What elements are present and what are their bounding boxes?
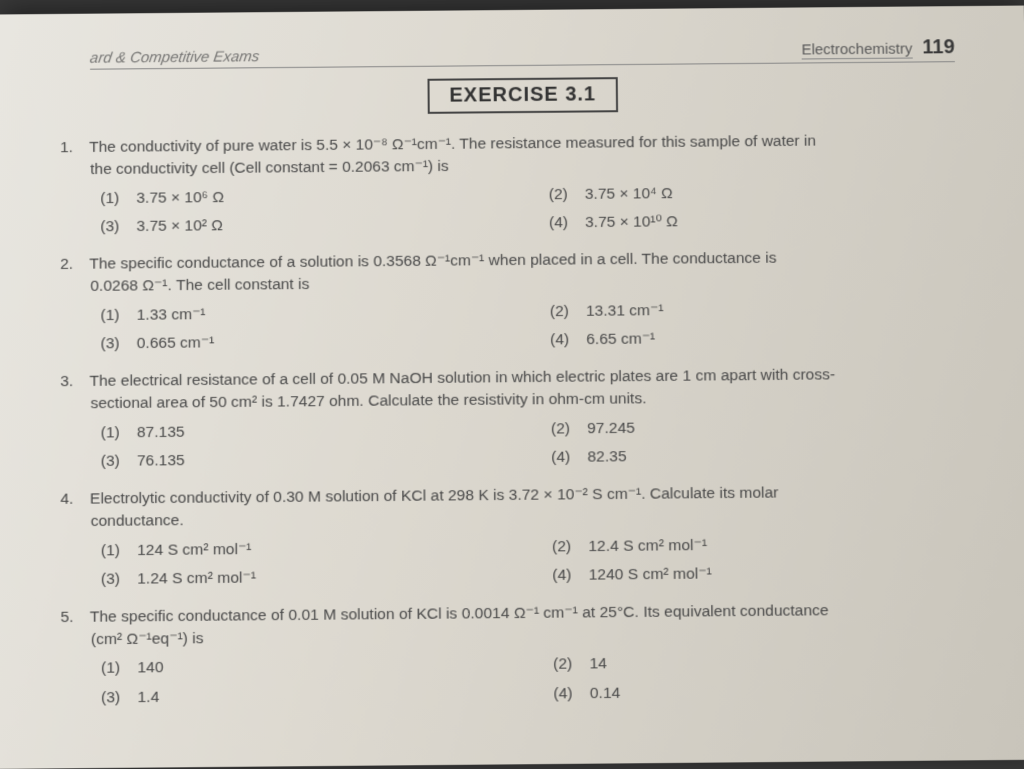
question-number: 3. xyxy=(60,370,85,393)
question-stem: 1. The conductivity of pure water is 5.5… xyxy=(65,129,957,182)
option: (2) 3.75 × 10⁴ Ω xyxy=(549,180,958,206)
option-num: (3) xyxy=(101,568,129,591)
options: (1) 140 (2) 14 (3) 1.4 (4) 0.14 xyxy=(101,650,965,710)
option-text: 3.75 × 10¹⁰ Ω xyxy=(585,212,678,235)
stem-line: sectional area of 50 cm² is 1.7427 ohm. … xyxy=(91,390,647,412)
question-number: 4. xyxy=(60,488,85,511)
option-num: (2) xyxy=(552,535,580,558)
option: (3) 3.75 × 10² Ω xyxy=(100,213,509,239)
option: (4) 6.65 cm⁻¹ xyxy=(550,326,960,352)
option-num: (2) xyxy=(549,184,577,207)
question-4: 4. Electrolytic conductivity of 0.30 M s… xyxy=(91,480,964,591)
question-1: 1. The conductivity of pure water is 5.5… xyxy=(90,129,958,239)
option: (1) 124 S cm² mol⁻¹ xyxy=(101,536,512,562)
stem-line: The conductivity of pure water is 5.5 × … xyxy=(89,133,816,156)
option-text: 1.33 cm⁻¹ xyxy=(137,304,206,327)
option-text: 87.135 xyxy=(137,421,185,444)
option: (2) 97.245 xyxy=(551,414,961,440)
option-text: 97.245 xyxy=(587,417,635,440)
option-num: (2) xyxy=(550,301,578,324)
option-text: 13.31 cm⁻¹ xyxy=(586,300,664,323)
stem-line: The specific conductance of a solution i… xyxy=(89,249,776,272)
option-text: 3.75 × 10² Ω xyxy=(136,216,223,239)
option-num: (3) xyxy=(100,216,128,239)
stem-line: Electrolytic conductivity of 0.30 M solu… xyxy=(90,484,779,507)
stem-line: (cm² Ω⁻¹eq⁻¹) is xyxy=(91,630,204,648)
option-num: (1) xyxy=(101,422,129,445)
option: (4) 82.35 xyxy=(551,443,961,469)
options: (1) 87.135 (2) 97.245 (3) 76.135 (4) 82.35 xyxy=(101,414,962,473)
option: (3) 1.24 S cm² mol⁻¹ xyxy=(101,565,512,592)
option-text: 0.665 cm⁻¹ xyxy=(137,332,215,355)
option-num: (3) xyxy=(100,333,128,356)
option: (3) 76.135 xyxy=(101,447,511,473)
option-num: (4) xyxy=(552,564,580,587)
option-text: 140 xyxy=(137,657,163,680)
option-num: (1) xyxy=(101,539,129,562)
chapter-name: Electrochemistry xyxy=(801,41,912,60)
option-text: 0.14 xyxy=(590,682,621,705)
option-text: 14 xyxy=(589,653,607,676)
option-text: 12.4 S cm² mol⁻¹ xyxy=(588,534,707,558)
option-num: (3) xyxy=(101,687,129,710)
option-num: (2) xyxy=(551,418,579,441)
options: (1) 124 S cm² mol⁻¹ (2) 12.4 S cm² mol⁻¹ (… xyxy=(101,532,964,591)
option: (1) 1.33 cm⁻¹ xyxy=(100,301,509,327)
question-stem: 2. The specific conductance of a solutio… xyxy=(65,246,958,299)
stem-line: conductance. xyxy=(91,512,184,530)
option: (4) 0.14 xyxy=(553,679,965,706)
question-stem: 3. The electrical resistance of a cell o… xyxy=(65,363,960,416)
stem-line: The electrical resistance of a cell of 0… xyxy=(90,366,836,390)
exercise-title: EXERCISE 3.1 xyxy=(427,77,618,114)
option-text: 3.75 × 10⁶ Ω xyxy=(136,187,224,210)
question-3: 3. The electrical resistance of a cell o… xyxy=(90,363,961,474)
stem-line: the conductivity cell (Cell constant = 0… xyxy=(90,158,449,178)
textbook-page: ard & Competitive Exams Electrochemistry… xyxy=(0,6,1024,769)
option: (2) 12.4 S cm² mol⁻¹ xyxy=(552,532,963,558)
option-text: 6.65 cm⁻¹ xyxy=(586,329,655,352)
options: (1) 3.75 × 10⁶ Ω (2) 3.75 × 10⁴ Ω (3) 3.75 … xyxy=(100,180,957,239)
option: (1) 87.135 xyxy=(101,418,511,444)
option-num: (1) xyxy=(101,658,129,681)
question-2: 2. The specific conductance of a solutio… xyxy=(90,246,959,356)
stem-line: 0.0268 Ω⁻¹. The cell constant is xyxy=(90,276,309,295)
option: (1) 3.75 × 10⁶ Ω xyxy=(100,184,508,210)
option-num: (3) xyxy=(101,451,129,474)
option-num: (1) xyxy=(100,304,128,327)
option-num: (4) xyxy=(549,212,577,235)
question-number: 1. xyxy=(60,137,85,160)
option: (2) 13.31 cm⁻¹ xyxy=(550,297,959,323)
option-num: (4) xyxy=(553,683,582,706)
question-number: 5. xyxy=(60,606,85,629)
option: (2) 14 xyxy=(553,650,965,677)
option-num: (4) xyxy=(550,329,578,352)
option-text: 1240 S cm² mol⁻¹ xyxy=(589,563,712,587)
option: (3) 1.4 xyxy=(101,683,513,710)
option-text: 124 S cm² mol⁻¹ xyxy=(137,538,251,562)
header-right: Electrochemistry 119 xyxy=(801,36,955,60)
option-num: (4) xyxy=(551,447,579,470)
option-text: 76.135 xyxy=(137,450,185,473)
question-5: 5. The specific conductance of 0.01 M so… xyxy=(91,598,966,710)
option: (1) 140 xyxy=(101,654,513,681)
option-text: 82.35 xyxy=(587,446,626,469)
option-num: (1) xyxy=(100,188,128,211)
option-text: 1.4 xyxy=(137,686,159,709)
header-left: ard & Competitive Exams xyxy=(89,48,261,67)
option: (4) 1240 S cm² mol⁻¹ xyxy=(552,561,963,588)
stem-line: The specific conductance of 0.01 M solut… xyxy=(90,601,829,625)
options: (1) 1.33 cm⁻¹ (2) 13.31 cm⁻¹ (3) 0.665 cm⁻¹… xyxy=(100,297,959,356)
page-header: ard & Competitive Exams Electrochemistry… xyxy=(90,36,955,70)
question-number: 2. xyxy=(60,253,85,276)
option-num: (2) xyxy=(553,654,582,677)
option-text: 1.24 S cm² mol⁻¹ xyxy=(137,567,256,591)
option: (3) 0.665 cm⁻¹ xyxy=(100,330,509,356)
exercise-title-wrap: EXERCISE 3.1 xyxy=(90,74,956,117)
option-text: 3.75 × 10⁴ Ω xyxy=(585,183,673,206)
page-number: 119 xyxy=(922,36,955,59)
option: (4) 3.75 × 10¹⁰ Ω xyxy=(549,209,958,235)
question-stem: 5. The specific conductance of 0.01 M so… xyxy=(66,598,965,652)
question-stem: 4. Electrolytic conductivity of 0.30 M s… xyxy=(65,480,962,534)
